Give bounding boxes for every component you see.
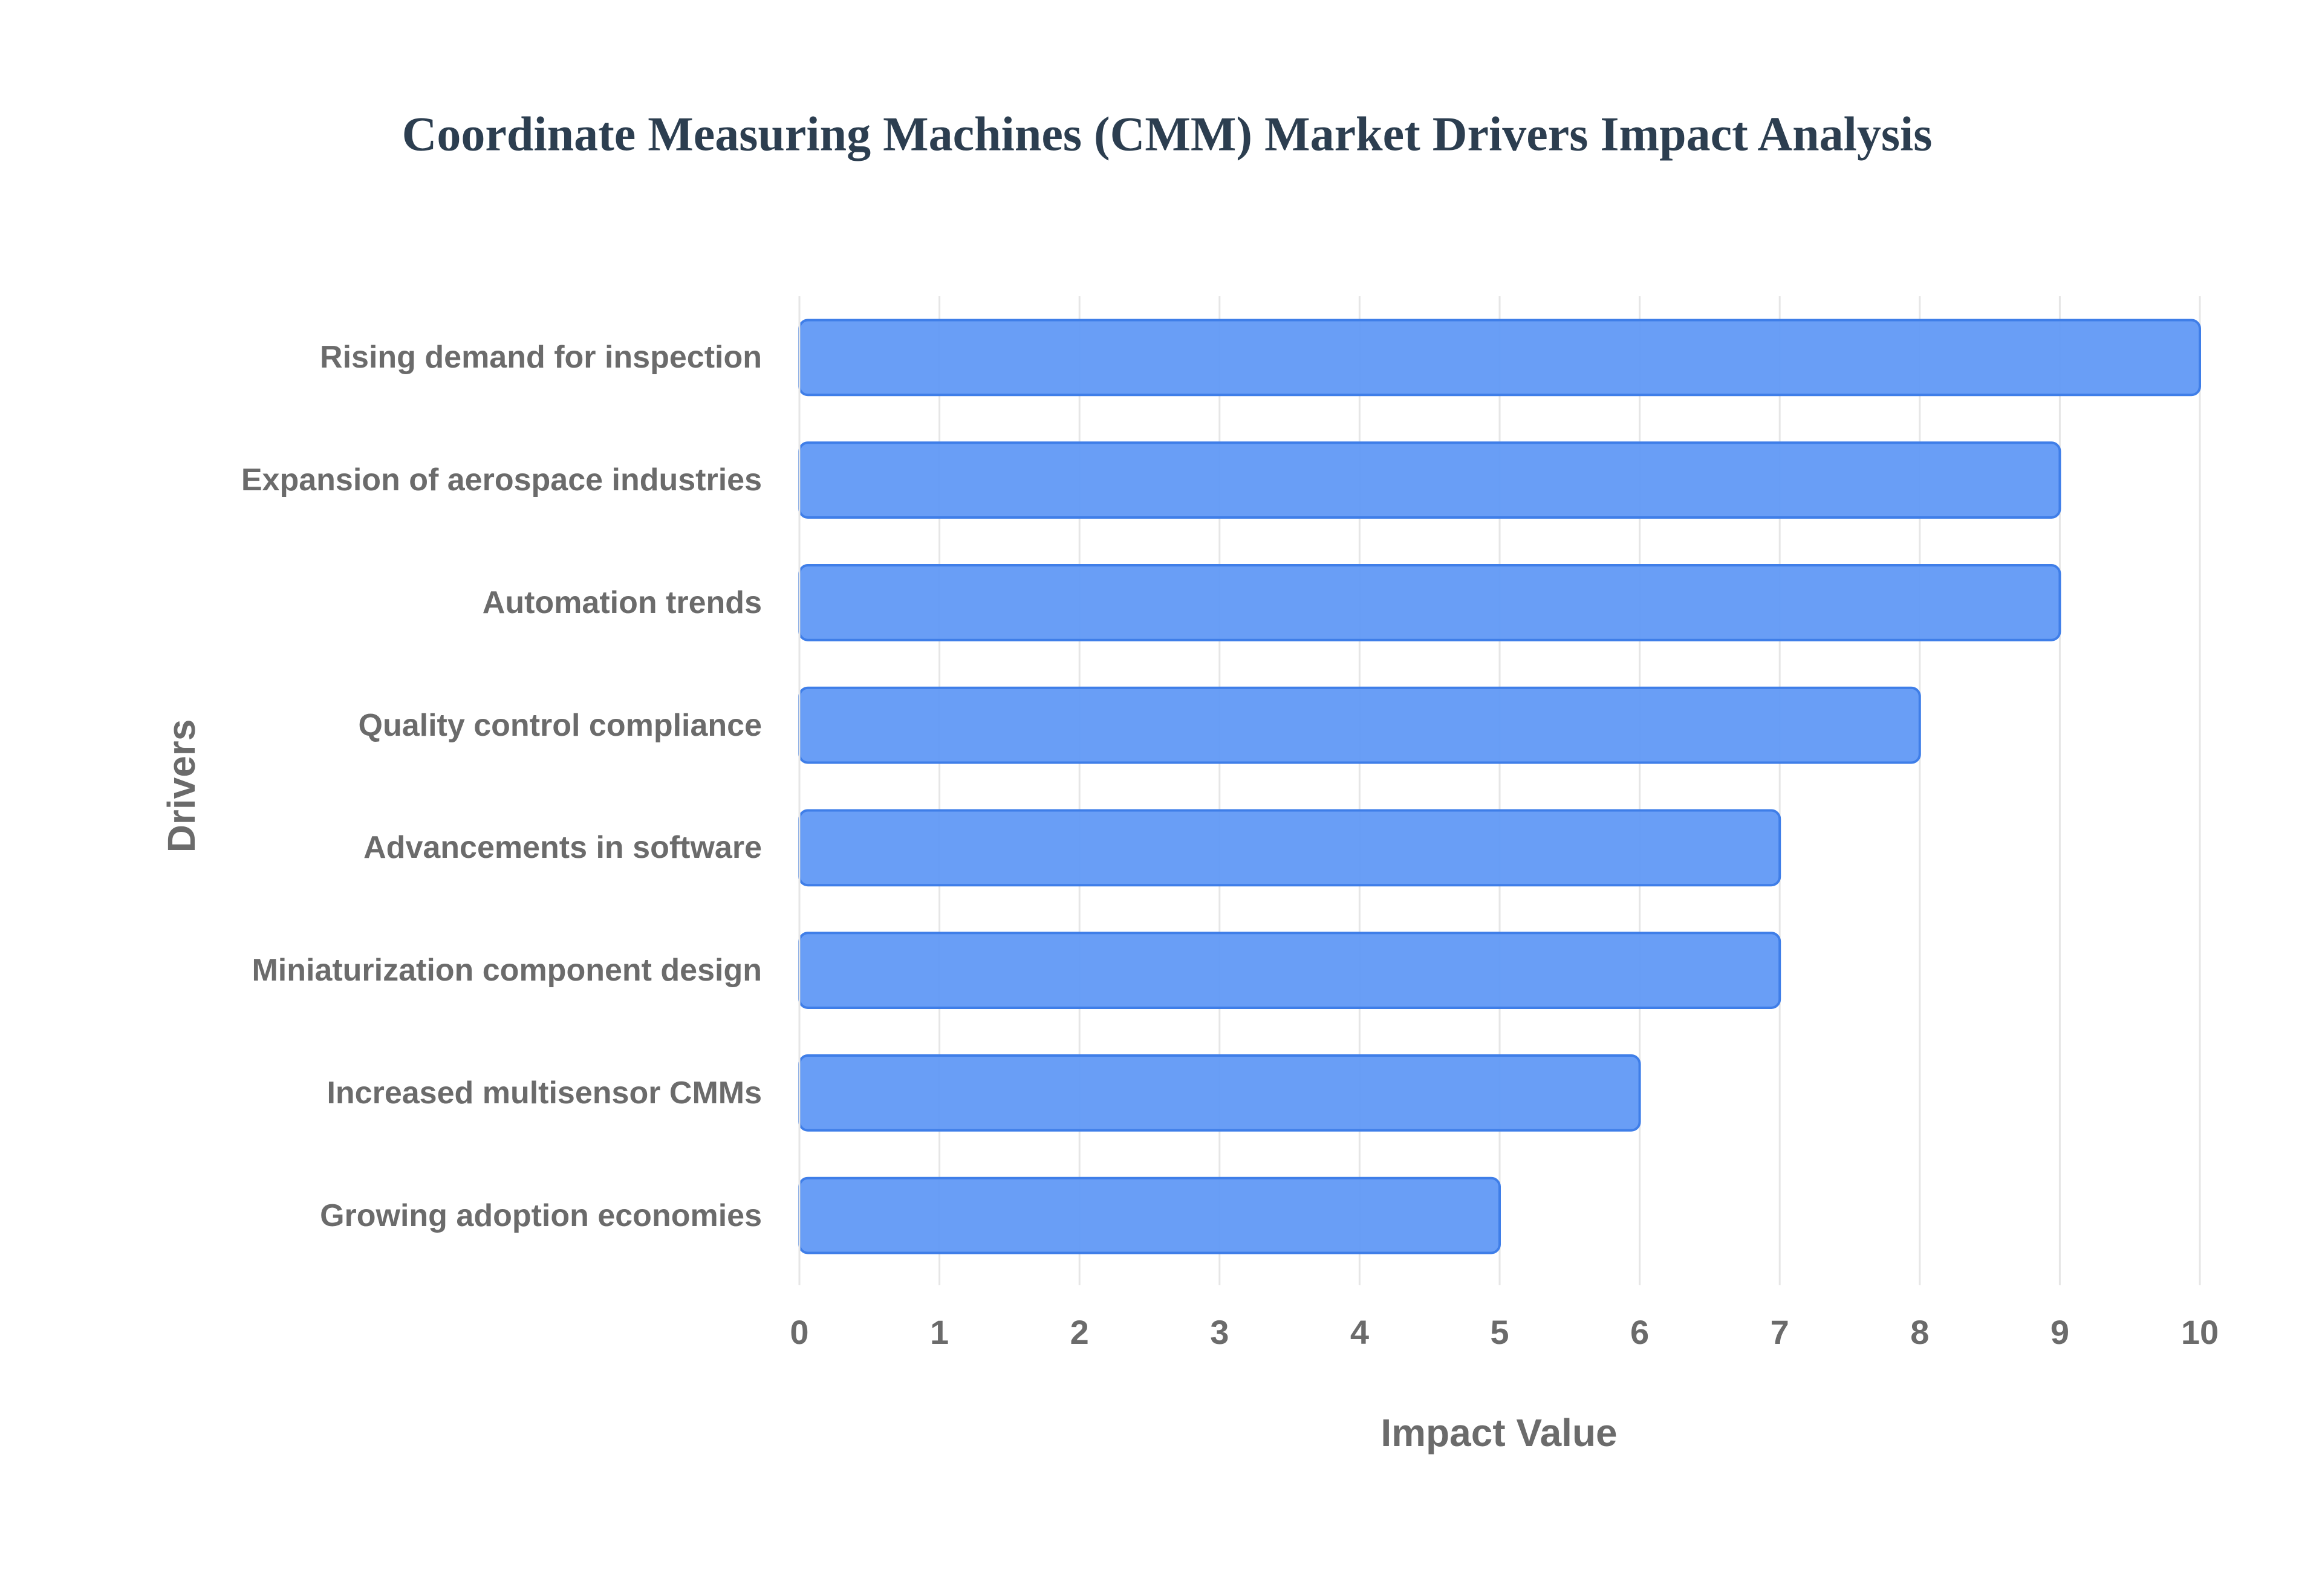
x-tick-label: 4 [1350,1313,1369,1351]
bar [798,319,2201,397]
bar [798,809,1781,887]
bar [798,686,1921,764]
x-tick-label: 6 [1630,1313,1649,1351]
bar [798,441,2061,519]
y-tick-label: Advancements in software [363,830,762,866]
y-tick-label: Quality control compliance [358,707,762,743]
x-tick-label: 7 [1771,1313,1789,1351]
bar [798,932,1781,1009]
bar [798,1054,1641,1132]
y-tick-label: Miniaturization component design [252,952,762,988]
x-tick-label: 1 [930,1313,949,1351]
y-tick-label: Increased multisensor CMMs [327,1075,762,1111]
x-tick-label: 5 [1490,1313,1509,1351]
x-axis-label: Impact Value [1381,1411,1617,1455]
x-tick-label: 9 [2050,1313,2069,1351]
bar [798,564,2061,641]
y-tick-label: Growing adoption economies [320,1198,762,1233]
y-axis-label: Drivers [160,719,203,853]
x-tick-label: 2 [1070,1313,1089,1351]
x-tick-label: 10 [2181,1313,2219,1351]
y-tick-label: Automation trends [482,585,762,620]
chart-title: Coordinate Measuring Machines (CMM) Mark… [402,108,1933,161]
x-tick-label: 8 [1910,1313,1929,1351]
bar [798,1176,1501,1254]
y-tick-label: Expansion of aerospace industries [241,462,762,498]
x-tick-label: 0 [790,1313,808,1351]
y-tick-label: Rising demand for inspection [320,340,762,375]
x-tick-label: 3 [1210,1313,1229,1351]
